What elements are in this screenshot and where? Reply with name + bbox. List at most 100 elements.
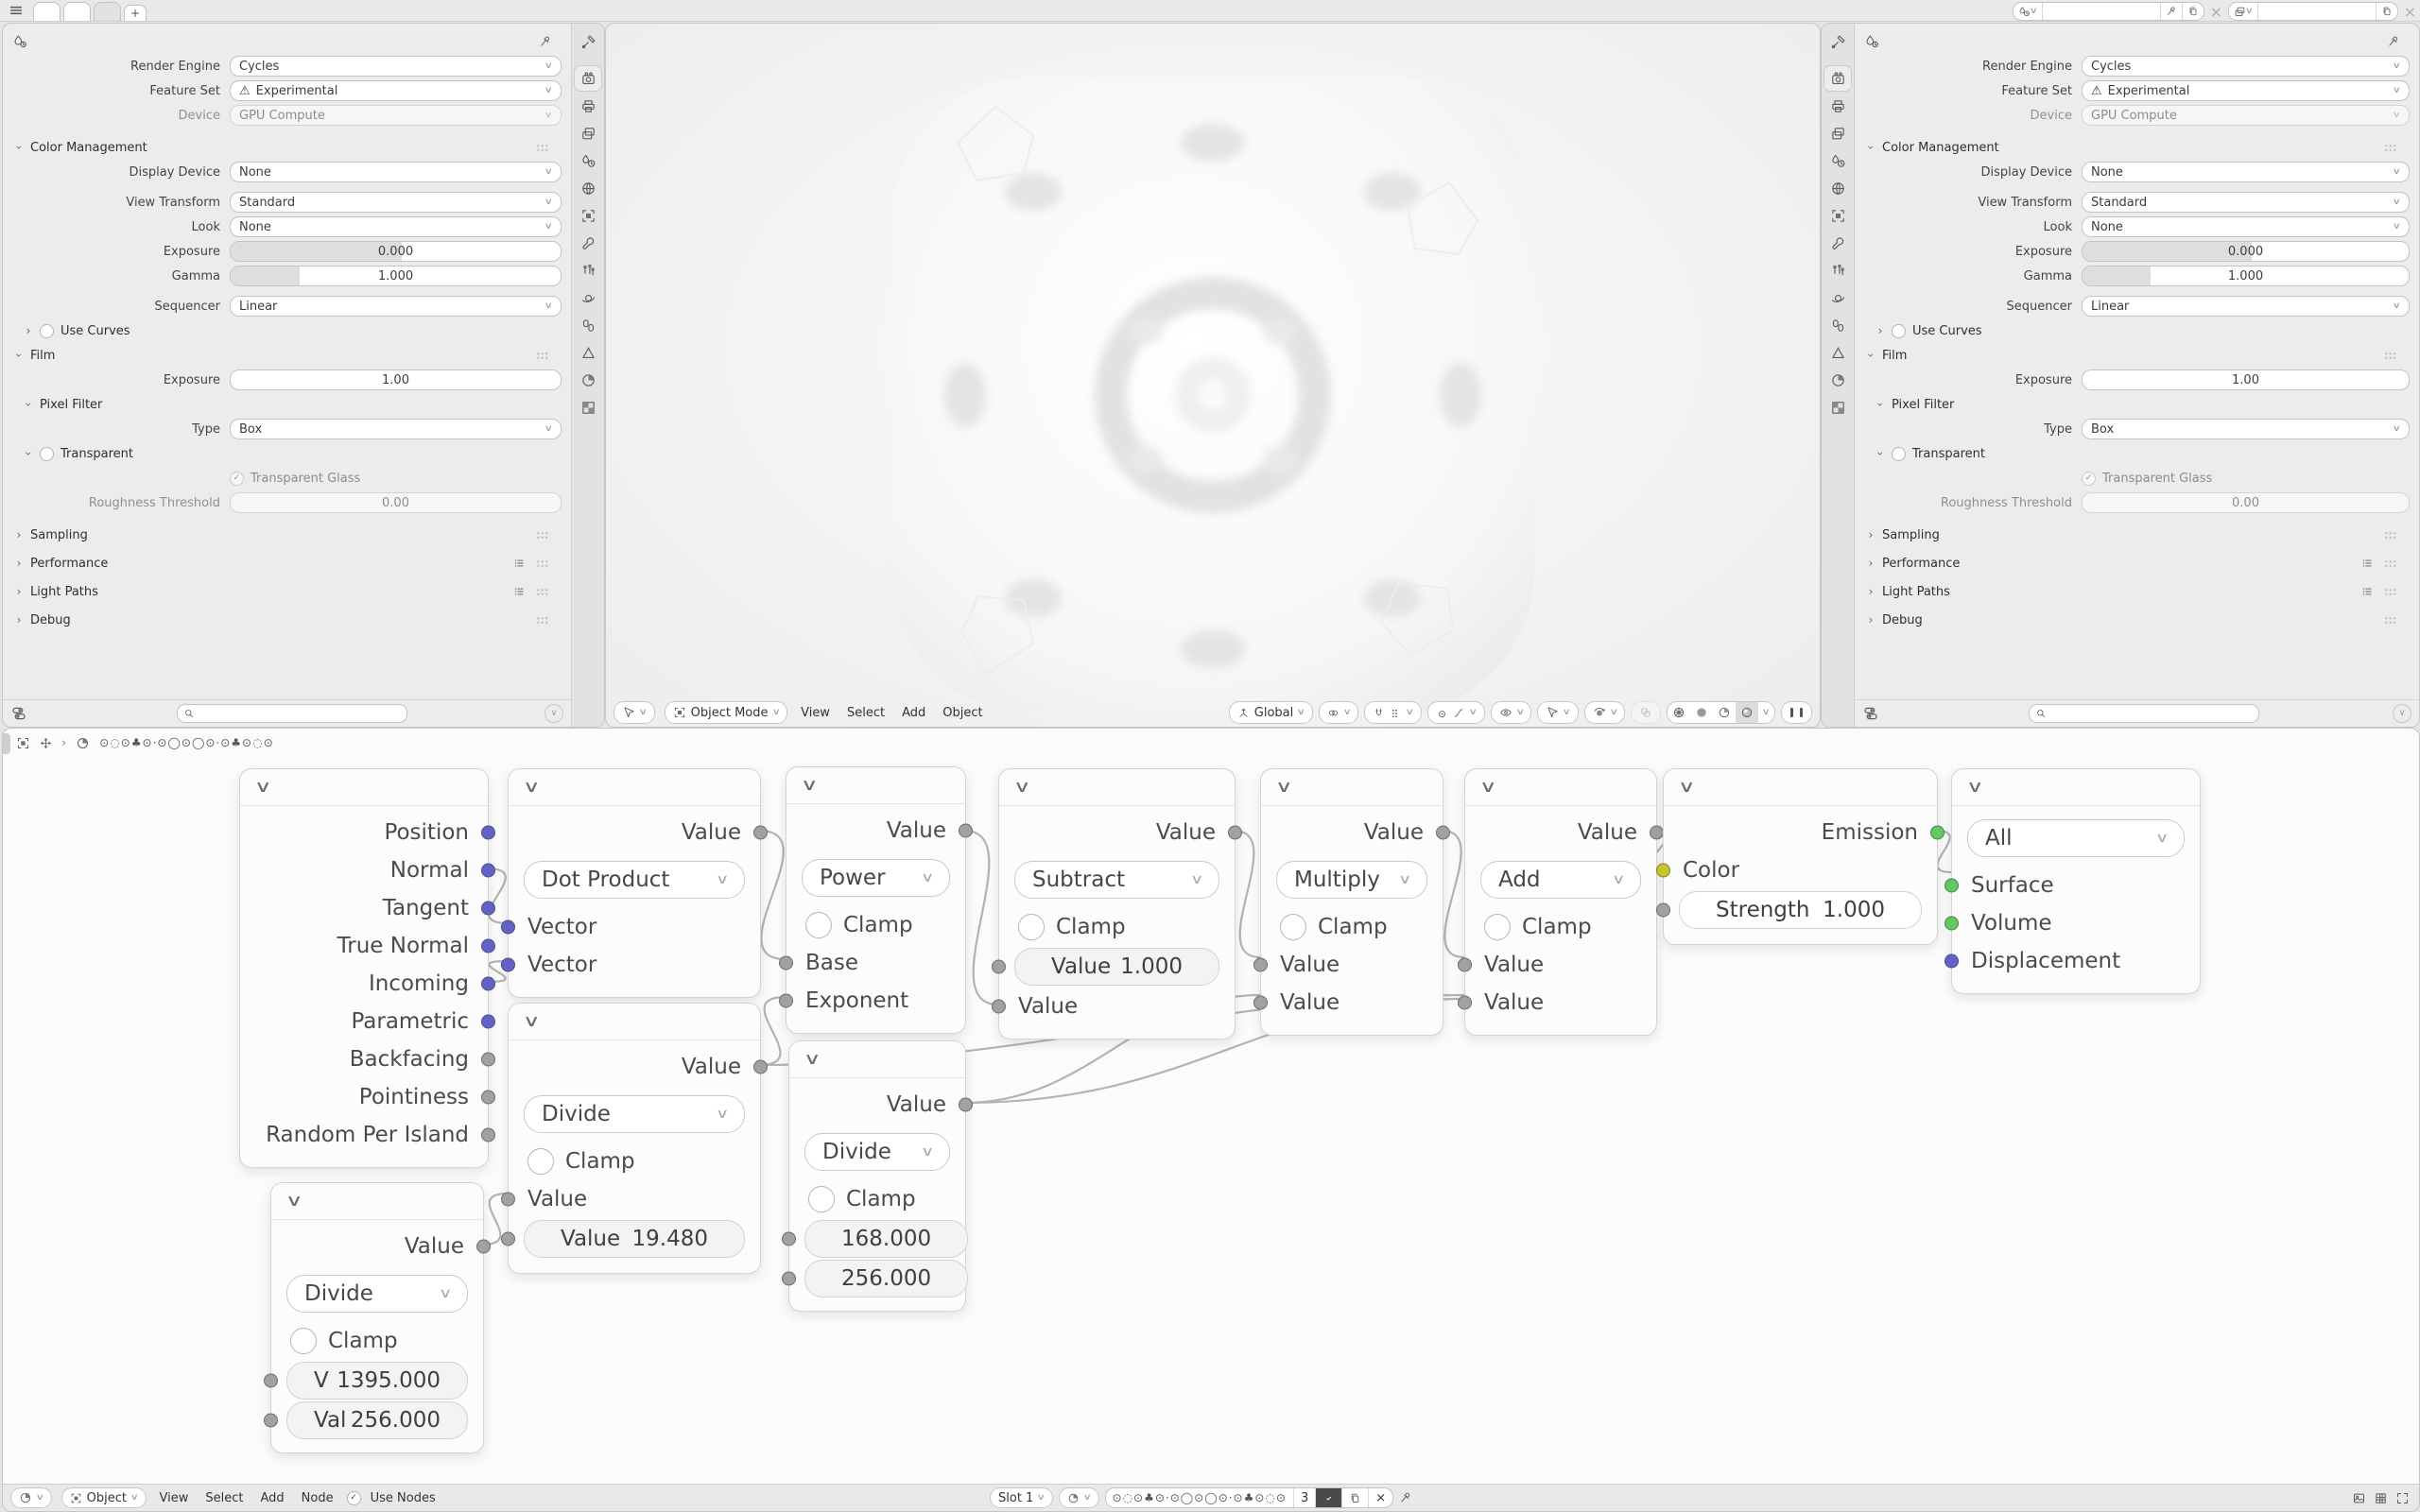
socket-value-2[interactable] bbox=[782, 1271, 796, 1286]
properties-tab-data[interactable] bbox=[1824, 340, 1851, 365]
slot-select[interactable]: Slot 1 ∨ bbox=[990, 1487, 1053, 1508]
device-select[interactable]: GPU Compute ∨ bbox=[2082, 105, 2410, 126]
value-field[interactable]: Value 1.000 bbox=[1014, 948, 1219, 986]
gamma-slider[interactable]: 1.000 bbox=[2082, 266, 2410, 286]
properties-tab-output[interactable] bbox=[575, 94, 601, 118]
socket-value-1[interactable] bbox=[992, 959, 1006, 974]
socket-value-out[interactable] bbox=[1228, 825, 1242, 840]
transparent-glass-checkbox[interactable]: ✓ bbox=[2082, 471, 2096, 486]
properties-tab-render[interactable] bbox=[1824, 65, 1852, 92]
node-vector-math[interactable]: ∨ Value Dot Product ∨ Vector Vector bbox=[501, 768, 768, 998]
unlink-button[interactable]: × bbox=[1368, 1488, 1392, 1507]
node-header[interactable]: ∨ bbox=[509, 769, 760, 806]
socket-true-normal[interactable] bbox=[481, 938, 495, 954]
material-name-input[interactable]: ⊙◌⊙♣⊙·⊙◯⊙◯⊙·⊙♣⊙◌⊙ bbox=[1112, 1491, 1287, 1504]
gizmos-button[interactable]: ∨ bbox=[1537, 701, 1579, 724]
material-users-button[interactable]: 3 bbox=[1292, 1488, 1315, 1507]
display-device-select[interactable]: None ∨ bbox=[2082, 162, 2410, 182]
value-field[interactable]: 256.000 bbox=[804, 1260, 969, 1297]
node-math-multiply[interactable]: ∨ Value Multiply ∨ Clamp Value Value bbox=[1253, 768, 1450, 1036]
menu-add[interactable]: Add bbox=[260, 1490, 285, 1505]
section-transparent[interactable]: › Transparent bbox=[22, 446, 133, 461]
section-debug[interactable]: › Debug bbox=[3, 608, 562, 632]
section-color-management[interactable]: › Color Management bbox=[1855, 135, 2410, 160]
node-header[interactable]: ∨ bbox=[1952, 769, 2200, 806]
viewport-3d[interactable]: ∨ Object Mode ∨ View Select Add Object Gl… bbox=[605, 23, 1821, 728]
shading-wireframe[interactable] bbox=[1668, 702, 1690, 723]
value-field[interactable]: Val 256.000 bbox=[286, 1401, 468, 1439]
operation-select[interactable]: Divide ∨ bbox=[804, 1133, 950, 1171]
socket-backfacing[interactable] bbox=[481, 1052, 495, 1067]
fake-user-toggle[interactable] bbox=[1315, 1488, 1342, 1507]
roughness-threshold-field[interactable]: 0.00 bbox=[2082, 492, 2410, 513]
value-field[interactable]: 168.000 bbox=[804, 1220, 969, 1258]
preset-list-icon[interactable] bbox=[512, 585, 526, 598]
properties-tab-view-layer[interactable] bbox=[575, 121, 601, 146]
properties-tab-tool[interactable] bbox=[575, 29, 601, 54]
visibility-button[interactable]: ∨ bbox=[1490, 701, 1532, 724]
socket-value-2[interactable] bbox=[264, 1413, 278, 1428]
roughness-threshold-field[interactable]: 0.00 bbox=[230, 492, 562, 513]
properties-tab-physics[interactable] bbox=[575, 285, 601, 310]
node-header[interactable]: ∨ bbox=[999, 769, 1235, 806]
socket-vector-1[interactable] bbox=[501, 919, 515, 935]
properties-tab-material[interactable] bbox=[575, 368, 601, 392]
proportional-edit-button[interactable]: ∨ bbox=[1427, 701, 1485, 724]
feature-set-select[interactable]: ⚠ Experimental ∨ bbox=[2082, 80, 2410, 101]
add-workspace-button[interactable]: + bbox=[124, 5, 147, 21]
shading-dropdown[interactable]: ∨ bbox=[1762, 708, 1772, 717]
node-header[interactable]: ∨ bbox=[240, 769, 488, 806]
viewlayer-selector[interactable]: ∨ bbox=[2229, 3, 2257, 20]
operation-select[interactable]: Divide ∨ bbox=[286, 1275, 468, 1313]
transform-orientation-select[interactable]: Global ∨ bbox=[1228, 701, 1313, 724]
socket-value-out[interactable] bbox=[959, 823, 973, 838]
section-film[interactable]: › Film bbox=[1855, 343, 2410, 368]
overlays-button[interactable]: ∨ bbox=[1583, 701, 1626, 724]
look-select[interactable]: None ∨ bbox=[2082, 216, 2410, 237]
properties-tab-render[interactable] bbox=[574, 65, 602, 92]
search-input[interactable] bbox=[2029, 704, 2259, 723]
section-light-paths[interactable]: › Light Paths bbox=[1855, 579, 2410, 604]
socket-value-1[interactable] bbox=[1458, 957, 1472, 972]
copy-icon[interactable] bbox=[2181, 3, 2204, 20]
transparent-checkbox[interactable] bbox=[1892, 446, 1906, 461]
socket-emission-out[interactable] bbox=[1930, 825, 1945, 840]
film-exposure-field[interactable]: 1.00 bbox=[2082, 369, 2410, 390]
socket-value-out[interactable] bbox=[753, 825, 768, 840]
node-header[interactable]: ∨ bbox=[1465, 769, 1656, 806]
pin-icon[interactable] bbox=[539, 35, 552, 48]
properties-tab-modifiers[interactable] bbox=[1824, 231, 1851, 255]
socket-base[interactable] bbox=[779, 955, 793, 971]
socket-value-out[interactable] bbox=[1650, 825, 1664, 840]
menu-object[interactable]: Object bbox=[942, 705, 983, 720]
material-browse-button[interactable]: ∨ bbox=[1058, 1487, 1099, 1508]
xray-toggle[interactable] bbox=[1631, 701, 1662, 724]
socket-value-2[interactable] bbox=[1253, 995, 1268, 1010]
preset-list-icon[interactable] bbox=[2360, 585, 2374, 598]
socket-value-1[interactable] bbox=[264, 1373, 278, 1388]
exposure-slider[interactable]: 0.000 bbox=[2082, 241, 2410, 262]
menu-select[interactable]: Select bbox=[205, 1490, 244, 1505]
properties-tab-object[interactable] bbox=[1824, 203, 1851, 228]
workspace-tab[interactable] bbox=[33, 2, 60, 21]
film-exposure-field[interactable]: 1.00 bbox=[230, 369, 562, 390]
clamp-checkbox[interactable] bbox=[527, 1148, 554, 1175]
socket-value-out[interactable] bbox=[476, 1239, 491, 1254]
socket-surface[interactable] bbox=[1945, 878, 1959, 893]
section-sampling[interactable]: › Sampling bbox=[3, 523, 562, 547]
editor-type-icon[interactable] bbox=[1862, 705, 1879, 722]
properties-tab-constraints[interactable] bbox=[1824, 313, 1851, 337]
node-material-output[interactable]: ∨ All ∨ Surface Volume Displacement bbox=[1945, 768, 2201, 994]
mode-select[interactable]: Object Mode ∨ bbox=[664, 701, 788, 724]
properties-tab-constraints[interactable] bbox=[575, 313, 601, 337]
socket-pointiness[interactable] bbox=[481, 1090, 495, 1105]
socket-displacement[interactable] bbox=[1945, 954, 1959, 969]
workspace-tab[interactable] bbox=[63, 2, 91, 21]
socket-value-2[interactable] bbox=[992, 999, 1006, 1014]
view-transform-select[interactable]: Standard ∨ bbox=[2082, 192, 2410, 213]
section-performance[interactable]: › Performance bbox=[3, 551, 562, 576]
render-engine-select[interactable]: Cycles ∨ bbox=[2082, 56, 2410, 77]
menu-add[interactable]: Add bbox=[902, 705, 926, 720]
socket-incoming[interactable] bbox=[481, 976, 495, 991]
properties-tab-world[interactable] bbox=[575, 176, 601, 200]
